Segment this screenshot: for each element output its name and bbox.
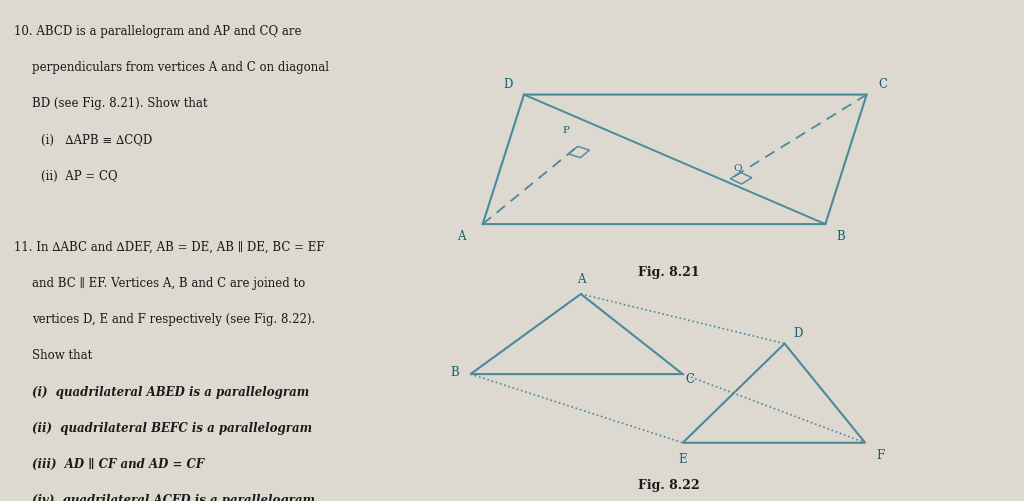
Text: B: B	[451, 365, 459, 378]
Text: 10. ABCD is a parallelogram and AP and CQ are: 10. ABCD is a parallelogram and AP and C…	[14, 25, 301, 38]
Text: and BC ∥ EF. Vertices A, B and C are joined to: and BC ∥ EF. Vertices A, B and C are joi…	[33, 277, 305, 290]
Text: BD (see Fig. 8.21). Show that: BD (see Fig. 8.21). Show that	[33, 97, 208, 110]
Text: Fig. 8.22: Fig. 8.22	[638, 478, 699, 491]
Text: (i)  quadrilateral ABED is a parallelogram: (i) quadrilateral ABED is a parallelogra…	[33, 385, 309, 398]
Text: Show that: Show that	[33, 349, 92, 362]
Text: perpendiculars from vertices A and C on diagonal: perpendiculars from vertices A and C on …	[33, 61, 330, 74]
Text: (iv)  quadrilateral ACFD is a parallelogram: (iv) quadrilateral ACFD is a parallelogr…	[33, 493, 315, 501]
Text: (ii)  AP = CQ: (ii) AP = CQ	[41, 169, 118, 182]
Text: C: C	[685, 372, 694, 385]
Text: (ii)  quadrilateral BEFC is a parallelogram: (ii) quadrilateral BEFC is a parallelogr…	[33, 421, 312, 434]
Text: (iii)  AD ∥ CF and AD = CF: (iii) AD ∥ CF and AD = CF	[33, 457, 205, 470]
Text: A: A	[457, 229, 466, 242]
Text: vertices D, E and F respectively (see Fig. 8.22).: vertices D, E and F respectively (see Fi…	[33, 313, 315, 326]
Text: 11. In ∆ABC and ∆DEF, AB = DE, AB ∥ DE, BC = EF: 11. In ∆ABC and ∆DEF, AB = DE, AB ∥ DE, …	[14, 240, 325, 254]
Text: B: B	[837, 229, 846, 242]
Text: Q: Q	[733, 163, 742, 172]
Text: (i)   ∆APB ≡ ∆CQD: (i) ∆APB ≡ ∆CQD	[41, 133, 153, 146]
Text: P: P	[562, 126, 569, 135]
Text: D: D	[503, 78, 512, 90]
Text: C: C	[879, 78, 887, 90]
Text: A: A	[577, 273, 585, 286]
Text: Fig. 8.21: Fig. 8.21	[638, 266, 699, 279]
Text: D: D	[794, 326, 803, 339]
Text: F: F	[877, 448, 885, 461]
Text: E: E	[678, 452, 687, 465]
